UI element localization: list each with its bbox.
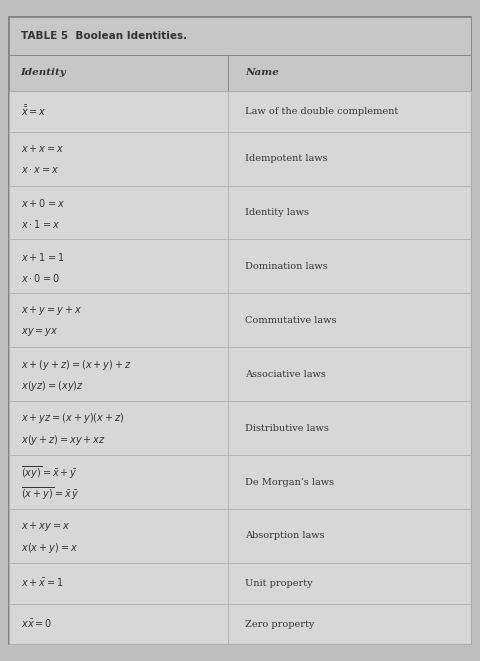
Text: Associative laws: Associative laws xyxy=(245,369,325,379)
Bar xyxy=(9,55,228,91)
Text: TABLE 5  Boolean Identities.: TABLE 5 Boolean Identities. xyxy=(21,30,187,40)
Text: $x\bar{x} = 0$: $x\bar{x} = 0$ xyxy=(21,618,52,630)
Bar xyxy=(9,293,228,347)
Text: Zero property: Zero property xyxy=(245,619,314,629)
Text: Identity laws: Identity laws xyxy=(245,208,309,217)
Bar xyxy=(9,401,228,455)
Bar xyxy=(228,91,471,132)
Text: $x + (y + z) = (x + y) + z$: $x + (y + z) = (x + y) + z$ xyxy=(21,358,132,371)
Text: $x + yz = (x + y)(x + z)$: $x + yz = (x + y)(x + z)$ xyxy=(21,411,124,426)
Text: $x + \bar{x} = 1$: $x + \bar{x} = 1$ xyxy=(21,577,64,590)
Bar xyxy=(9,603,228,644)
Text: $xy = yx$: $xy = yx$ xyxy=(21,326,58,338)
Text: $x + xy = x$: $x + xy = x$ xyxy=(21,520,70,533)
Text: Idempotent laws: Idempotent laws xyxy=(245,154,327,163)
Text: $x(yz) = (xy)z$: $x(yz) = (xy)z$ xyxy=(21,379,84,393)
Bar xyxy=(228,603,471,644)
Bar xyxy=(228,132,471,186)
Bar xyxy=(228,401,471,455)
Text: $x \cdot 0 = 0$: $x \cdot 0 = 0$ xyxy=(21,272,59,284)
Text: Absorption laws: Absorption laws xyxy=(245,531,324,541)
Bar xyxy=(9,132,228,186)
Bar xyxy=(9,186,228,239)
Bar xyxy=(9,509,228,563)
Bar xyxy=(9,239,228,293)
Text: Distributive laws: Distributive laws xyxy=(245,424,329,433)
Bar xyxy=(228,239,471,293)
Text: De Morgan’s laws: De Morgan’s laws xyxy=(245,477,334,486)
Text: Commutative laws: Commutative laws xyxy=(245,316,336,325)
Text: $x + 1 = 1$: $x + 1 = 1$ xyxy=(21,251,64,262)
Bar xyxy=(228,293,471,347)
Text: $\overline{(x + y)} = \bar{x}\,\bar{y}$: $\overline{(x + y)} = \bar{x}\,\bar{y}$ xyxy=(21,486,79,502)
Text: $x \cdot 1 = x$: $x \cdot 1 = x$ xyxy=(21,218,60,230)
Text: Unit property: Unit property xyxy=(245,579,312,588)
Bar xyxy=(9,347,228,401)
Bar xyxy=(228,347,471,401)
Bar xyxy=(228,455,471,509)
Text: $\overline{(xy)} = \bar{x} + \bar{y}$: $\overline{(xy)} = \bar{x} + \bar{y}$ xyxy=(21,464,77,481)
Text: Name: Name xyxy=(245,68,279,77)
Text: $x + x = x$: $x + x = x$ xyxy=(21,143,64,155)
Bar xyxy=(228,186,471,239)
Text: $x(x + y) = x$: $x(x + y) = x$ xyxy=(21,541,78,555)
Bar xyxy=(9,455,228,509)
Bar xyxy=(9,17,471,55)
Bar xyxy=(228,509,471,563)
Text: $x + y = y + x$: $x + y = y + x$ xyxy=(21,304,82,317)
Text: $x(y + z) = xy + xz$: $x(y + z) = xy + xz$ xyxy=(21,433,106,447)
Bar xyxy=(228,563,471,603)
Bar xyxy=(9,563,228,603)
Bar xyxy=(228,55,471,91)
Text: $x + 0 = x$: $x + 0 = x$ xyxy=(21,197,65,209)
Text: $\bar{\bar{x}} = x$: $\bar{\bar{x}} = x$ xyxy=(21,104,47,118)
Text: Domination laws: Domination laws xyxy=(245,262,327,271)
Text: $x \cdot x = x$: $x \cdot x = x$ xyxy=(21,165,59,175)
Text: Identity: Identity xyxy=(21,68,66,77)
Bar xyxy=(9,91,228,132)
Text: Law of the double complement: Law of the double complement xyxy=(245,106,398,116)
